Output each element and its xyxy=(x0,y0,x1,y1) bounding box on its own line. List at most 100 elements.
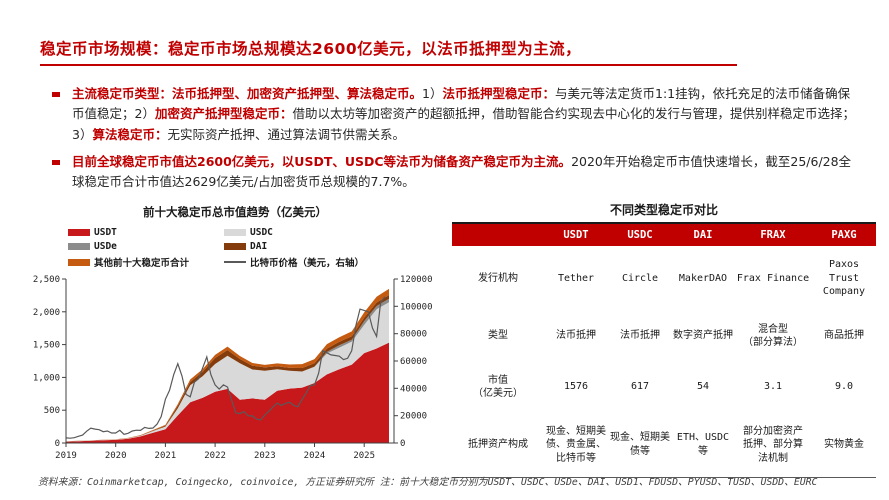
table-header-row: USDT USDC DAI FRAX PAXG xyxy=(452,223,876,246)
legend-label: 比特币价格（美元，右轴） xyxy=(250,258,365,269)
area-USDT xyxy=(66,342,389,443)
comparison-table: USDT USDC DAI FRAX PAXG 发行机构 Tether Circle Make… xyxy=(452,222,876,478)
legend-label: 其他前十大稳定币合计 xyxy=(94,258,190,269)
y-right-label: 120000 xyxy=(400,275,433,285)
x-tick-label: 2020 xyxy=(105,451,127,461)
x-tick-label: 2023 xyxy=(254,451,276,461)
legend-swatch-icon xyxy=(68,229,90,236)
chart-legend: USDT USDC USDe DAI 其他前十大稳定币合计 比特币价格（美元，右轴） xyxy=(68,227,442,269)
btc-price-line xyxy=(65,296,386,439)
legend-swatch-icon xyxy=(224,229,246,236)
table-cell: 617 xyxy=(630,381,650,393)
y-right-label: 60000 xyxy=(400,357,427,367)
text-segment: 2） xyxy=(134,106,155,122)
bullet-item: 目前全球稳定币市值达2600亿美元，以USDT、USDC等法币为储备资产稳定币为… xyxy=(52,152,860,193)
table-col-header xyxy=(452,223,544,246)
y-right-label: 0 xyxy=(400,439,405,449)
table-cell: 1576 xyxy=(563,381,589,393)
y-left-label: 1,000 xyxy=(33,373,60,383)
table-cell: 数字资产抵押 xyxy=(673,330,733,342)
text-segment: 与美元等法定货币1:1挂钩，依托充足的法币储备确保币值稳定； xyxy=(72,86,851,122)
table-col-header: DAI xyxy=(672,223,734,246)
table-row: 抵押资产构成 现金、短期美 债、贵金属、 比特币等 现金、短期美 债等 ETH、USD… xyxy=(452,413,876,478)
y-left-label: 1,500 xyxy=(33,341,60,351)
x-tick-label: 2021 xyxy=(155,451,177,461)
y-right-label: 100000 xyxy=(400,302,433,312)
table-col-header: USDC xyxy=(608,223,672,246)
stablecoin-chart: 前十大稳定币总市值趋势（亿美元） USDT USDC USDe DAI 其他前十大稳定币… xyxy=(28,204,442,469)
text-segment: 3） xyxy=(72,126,93,142)
table-cell: 9.0 xyxy=(834,381,854,393)
text-segment: 借助以太坊等加密资产的超额抵押，借助智能合约实现去中心化的发行与管理，提供别样稳… xyxy=(292,106,855,122)
text-segment: 主流稳定币类型：法币抵押型、加密资产抵押型、算法稳定币。 xyxy=(72,86,423,101)
text-segment: 算法稳定币： xyxy=(92,126,168,142)
table-col-header: USDT xyxy=(544,223,608,246)
legend-swatch-icon xyxy=(68,243,90,250)
legend-item-DAI: DAI xyxy=(224,241,442,252)
table-cell: 实物黄金 xyxy=(824,439,864,450)
text-segment: 目前全球稳定币市值达2600亿美元，以USDT、USDC等法币为储备资产稳定币为… xyxy=(72,153,572,169)
y-left-label: 2,000 xyxy=(33,308,60,318)
row-label: 市值 （亿美元） xyxy=(473,374,523,400)
table-cell: 现金、短期美 债、贵金属、 比特币等 xyxy=(546,425,606,464)
legend-label: USDC xyxy=(250,227,273,238)
bullet-text: 目前全球稳定币市值达2600亿美元，以USDT、USDC等法币为储备资产稳定币为… xyxy=(72,152,860,193)
legend-item-USDe: USDe xyxy=(68,241,218,252)
table-cell: Circle xyxy=(621,272,659,284)
table-row: 发行机构 Tether Circle MakerDAO Frax Finance Paxo… xyxy=(452,246,876,311)
legend-swatch-icon xyxy=(224,243,246,250)
table-cell: Frax Finance xyxy=(736,272,810,284)
legend-swatch-icon xyxy=(68,258,90,266)
legend-line-icon xyxy=(224,261,246,263)
text-segment: 无实际资产抵押、通过算法调节供需关系。 xyxy=(167,126,405,142)
x-tick-label: 2025 xyxy=(353,451,375,461)
bullet-marker-icon xyxy=(52,92,60,97)
area-USDC xyxy=(66,302,389,442)
y-right-label: 40000 xyxy=(400,384,427,394)
table-cell: Tether xyxy=(557,272,595,284)
row-label: 发行机构 xyxy=(478,272,518,284)
page-title: 稳定币市场规模：稳定币市场总规模达2600亿美元，以法币抵押型为主流， xyxy=(40,40,582,59)
x-tick-label: 2022 xyxy=(204,451,226,461)
title-underline xyxy=(40,64,737,66)
table-cell: Paxos Trust Company xyxy=(822,259,866,297)
table-cell: 现金、短期美 债等 xyxy=(610,432,670,457)
bullet-text: 主流稳定币类型：法币抵押型、加密资产抵押型、算法稳定币。1）法币抵押型稳定币：与… xyxy=(72,84,860,145)
legend-item-其他前十大稳定币合计: 其他前十大稳定币合计 xyxy=(68,255,218,269)
table-col-header: FRAX xyxy=(734,223,812,246)
bullet-marker-icon xyxy=(52,159,60,165)
y-left-label: 500 xyxy=(44,406,60,416)
table-cell: 3.1 xyxy=(763,381,783,393)
y-right-label: 20000 xyxy=(400,412,427,422)
table-cell: 法币抵押 xyxy=(556,330,596,342)
table-cell: 54 xyxy=(696,381,710,393)
table-cell: 部分加密资产 抵押、部分算 法机制 xyxy=(743,425,803,464)
legend-item-btc: 比特币价格（美元，右轴） xyxy=(224,255,442,269)
bullet-item: 主流稳定币类型：法币抵押型、加密资产抵押型、算法稳定币。1）法币抵押型稳定币：与… xyxy=(52,84,860,145)
text-segment: 2020年开始稳定币市值快速增长，截至25/6/28全球稳定币合计市值达2629… xyxy=(72,153,852,189)
table-col-header: PAXG xyxy=(812,223,876,246)
table-cell: MakerDAO xyxy=(678,272,728,284)
y-left-label: 2,500 xyxy=(33,275,60,285)
legend-label: USDe xyxy=(94,241,117,252)
x-tick-label: 2024 xyxy=(304,451,326,461)
row-label: 类型 xyxy=(488,330,508,342)
y-left-label: 0 xyxy=(55,439,60,449)
table-row: 类型 法币抵押 法币抵押 数字资产抵押 混合型 （部分算法） 商品抵押 xyxy=(452,311,876,362)
source-note: 资料来源：Coinmarketcap, Coingecko, coinvoice… xyxy=(38,477,818,488)
legend-item-USDT: USDT xyxy=(68,227,218,238)
x-tick-label: 2019 xyxy=(55,451,77,461)
comparison-table-section: 不同类型稳定币对比 USDT USDC DAI FRAX PAXG 发行机构 Tether… xyxy=(452,201,876,478)
table-title: 不同类型稳定币对比 xyxy=(609,203,718,217)
text-segment: 加密资产抵押型稳定币： xyxy=(154,106,293,122)
legend-label: DAI xyxy=(250,241,268,252)
table-cell: 混合型 （部分算法） xyxy=(743,323,803,349)
y-right-label: 80000 xyxy=(400,330,427,340)
table-row: 市值 （亿美元） 1576 617 54 3.1 9.0 xyxy=(452,362,876,413)
chart-plot: 0 500 1,000 1,500 2,000 2,500 0 20000 40000 60000… xyxy=(33,275,433,461)
table-cell: 法币抵押 xyxy=(620,330,660,342)
text-segment: 1） xyxy=(422,86,443,101)
bullets-section: 主流稳定币类型：法币抵押型、加密资产抵押型、算法稳定币。1）法币抵押型稳定币：与… xyxy=(52,84,860,199)
table-cell: ETH、USDC等 xyxy=(676,432,730,457)
